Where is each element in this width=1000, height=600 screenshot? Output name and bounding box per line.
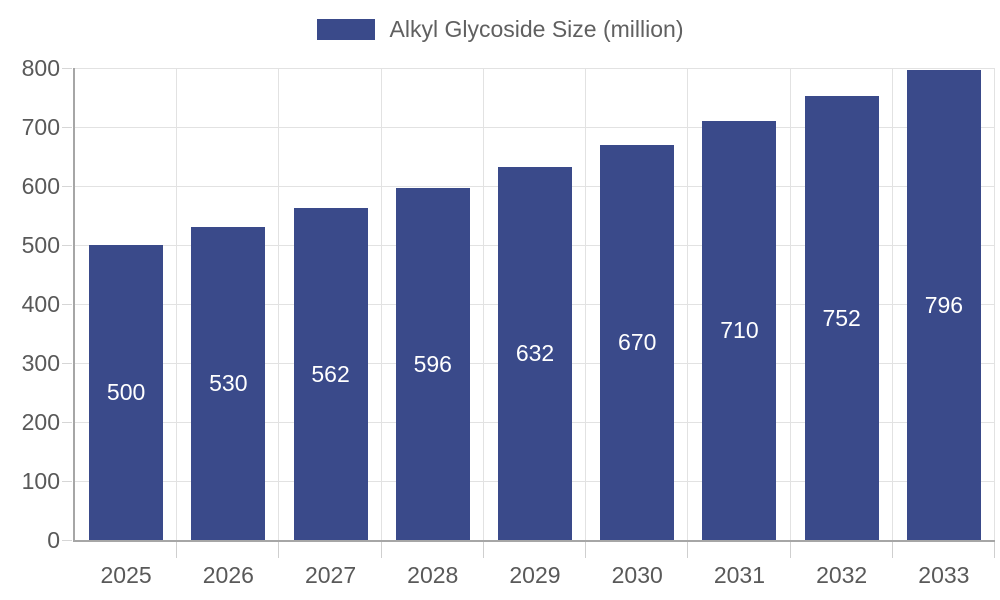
y-axis-tick (62, 539, 72, 541)
gridline-v (789, 68, 791, 540)
y-axis-tick (62, 185, 72, 187)
y-axis-tick (62, 480, 72, 482)
legend[interactable]: Alkyl Glycoside Size (million) (0, 18, 1000, 41)
bar: 670 (600, 144, 675, 540)
x-tick-label: 2026 (202, 562, 254, 588)
x-axis-tick (687, 542, 689, 558)
gridline-h (75, 126, 995, 128)
bar-value-label: 796 (924, 291, 964, 318)
y-axis-tick (62, 67, 72, 69)
y-tick-label: 800 (21, 55, 60, 81)
y-axis-tick (62, 421, 72, 423)
bar-value-label: 562 (311, 360, 350, 387)
gridline-v (278, 68, 280, 540)
x-axis-tick (380, 542, 382, 558)
bar: 710 (702, 121, 777, 540)
bar: 796 (906, 70, 981, 540)
x-tick-label: 2031 (713, 562, 766, 588)
gridline-v (687, 68, 689, 540)
x-axis-tick (482, 542, 484, 558)
gridline-v (585, 68, 587, 540)
x-tick-label: 2032 (816, 562, 868, 588)
y-axis-tick (62, 362, 72, 364)
bar-value-label: 596 (413, 350, 452, 377)
x-axis-tick (176, 542, 178, 558)
gridline-h (75, 67, 995, 69)
bar: 752 (804, 96, 879, 540)
bar-value-label: 632 (515, 340, 555, 367)
y-axis-tick (62, 303, 72, 305)
y-axis-tick (62, 244, 72, 246)
x-tick-label: 2027 (304, 562, 357, 588)
y-tick-label: 700 (21, 114, 60, 140)
bar: 596 (395, 188, 470, 540)
x-tick-label: 2029 (509, 562, 561, 588)
x-tick-label: 2025 (100, 562, 152, 588)
legend-label: Alkyl Glycoside Size (million) (389, 16, 684, 42)
y-tick-label: 200 (21, 409, 60, 435)
bar-value-label: 752 (822, 304, 861, 331)
plot-area: 0 100 200 300 400 500 600 700 800 500 2025 530 2026 5… (22, 55, 995, 588)
x-axis-tick (585, 542, 587, 558)
bar-value-label: 670 (618, 328, 657, 355)
x-tick-label: 2030 (611, 562, 663, 588)
gridline-v (994, 68, 995, 540)
y-tick-label: 500 (21, 232, 60, 258)
x-axis-tick (278, 542, 280, 558)
bar-value-label: 500 (106, 379, 146, 405)
y-axis-tick (62, 126, 72, 128)
x-tick-label: 2028 (407, 562, 459, 588)
gridline-v (380, 68, 382, 540)
y-tick-label: 600 (21, 173, 60, 199)
y-tick-label: 300 (21, 350, 60, 376)
bar-value-label: 710 (720, 317, 759, 344)
bar-value-label: 530 (209, 370, 248, 397)
x-axis-tick (994, 542, 995, 558)
bar: 500 (89, 245, 164, 540)
x-axis-tick (789, 542, 791, 558)
y-tick-label: 100 (21, 468, 60, 494)
y-tick-label: 0 (47, 527, 60, 553)
y-tick-label: 400 (21, 291, 60, 317)
bar: 530 (191, 227, 266, 540)
bar: 562 (293, 208, 368, 540)
x-tick-label: 2033 (918, 562, 970, 588)
legend-swatch (316, 19, 375, 40)
x-axis-tick (891, 542, 893, 558)
gridline-v (891, 68, 893, 540)
gridline-v (482, 68, 484, 540)
bar: 632 (498, 167, 572, 540)
gridline-v (176, 68, 178, 540)
